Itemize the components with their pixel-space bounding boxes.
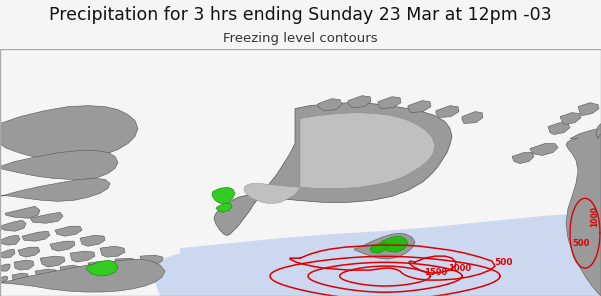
- Text: 1500: 1500: [424, 268, 447, 276]
- Polygon shape: [60, 265, 81, 276]
- Polygon shape: [596, 124, 601, 139]
- Polygon shape: [86, 260, 118, 276]
- Text: 500: 500: [572, 239, 590, 248]
- Polygon shape: [212, 187, 235, 203]
- Polygon shape: [408, 101, 431, 112]
- Polygon shape: [35, 269, 56, 279]
- Text: 1000: 1000: [448, 264, 471, 273]
- Polygon shape: [348, 96, 371, 108]
- Polygon shape: [190, 253, 601, 296]
- Polygon shape: [100, 246, 125, 257]
- Polygon shape: [0, 249, 15, 258]
- Polygon shape: [40, 256, 65, 267]
- Text: 1000: 1000: [590, 206, 599, 227]
- Polygon shape: [370, 243, 388, 253]
- Polygon shape: [12, 273, 28, 282]
- Polygon shape: [560, 112, 581, 125]
- Polygon shape: [378, 97, 401, 109]
- Polygon shape: [0, 259, 165, 292]
- Polygon shape: [70, 251, 95, 262]
- Text: 500: 500: [494, 258, 513, 267]
- Polygon shape: [0, 220, 26, 231]
- Polygon shape: [88, 261, 110, 272]
- Polygon shape: [0, 276, 8, 282]
- Polygon shape: [5, 206, 40, 218]
- Polygon shape: [150, 211, 601, 296]
- Polygon shape: [578, 103, 599, 116]
- Polygon shape: [0, 106, 138, 160]
- Text: Precipitation for 3 hrs ending Sunday 23 Mar at 12pm -03: Precipitation for 3 hrs ending Sunday 23…: [49, 6, 552, 24]
- Polygon shape: [30, 212, 63, 223]
- Polygon shape: [462, 112, 483, 124]
- Polygon shape: [80, 235, 105, 246]
- Polygon shape: [318, 99, 342, 111]
- Polygon shape: [14, 260, 34, 270]
- Polygon shape: [548, 123, 570, 135]
- Polygon shape: [0, 178, 110, 201]
- Polygon shape: [50, 241, 75, 251]
- Polygon shape: [0, 150, 118, 179]
- Polygon shape: [512, 152, 534, 163]
- Polygon shape: [380, 236, 408, 252]
- Polygon shape: [18, 247, 40, 257]
- Polygon shape: [530, 144, 558, 155]
- Polygon shape: [566, 128, 601, 296]
- Polygon shape: [214, 103, 452, 235]
- Polygon shape: [244, 112, 435, 203]
- Polygon shape: [22, 231, 50, 241]
- Polygon shape: [140, 255, 163, 266]
- Polygon shape: [216, 203, 232, 212]
- Polygon shape: [55, 226, 82, 236]
- Polygon shape: [354, 233, 415, 259]
- Text: Freezing level contours: Freezing level contours: [223, 32, 378, 45]
- Polygon shape: [0, 235, 20, 245]
- Polygon shape: [436, 106, 459, 118]
- Polygon shape: [0, 264, 10, 271]
- Polygon shape: [115, 258, 138, 269]
